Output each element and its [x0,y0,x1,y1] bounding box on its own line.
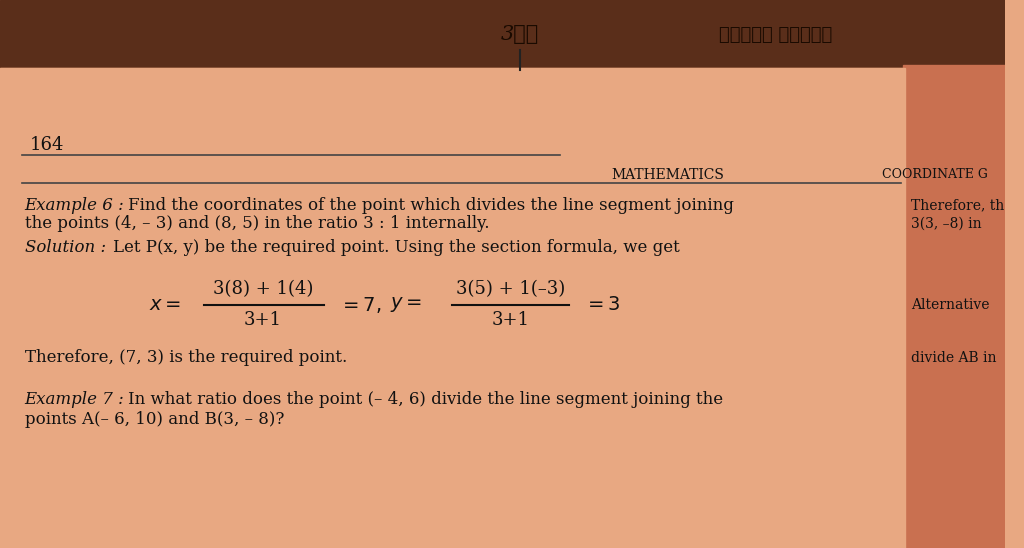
Bar [0,68,905,548]
Text: Example 7 :: Example 7 : [25,391,124,408]
Text: Example 6 :: Example 6 : [25,197,124,214]
Text: $y =$: $y =$ [390,295,422,315]
Text: 3(5) + 1(–3): 3(5) + 1(–3) [456,280,565,298]
Text: MATHEMATICS: MATHEMATICS [611,168,724,182]
Text: 3तर: 3तर [501,26,540,44]
Text: COORDINATE G: COORDINATE G [882,168,987,181]
Text: $= 3$: $= 3$ [584,295,621,315]
Bar [0,68,903,123]
Text: 3(3, –8) in: 3(3, –8) in [911,217,982,231]
Text: the points (4, – 3) and (8, 5) in the ratio 3 : 1 internally.: the points (4, – 3) and (8, 5) in the ra… [25,215,489,232]
Bar [0,0,1006,70]
Text: divide AB in: divide AB in [911,351,996,365]
Text: points A(– 6, 10) and B(3, – 8)?: points A(– 6, 10) and B(3, – 8)? [25,412,284,429]
Text: Alternative: Alternative [911,298,989,312]
Text: 3(8) + 1(4): 3(8) + 1(4) [213,280,313,298]
Text: Therefore, th: Therefore, th [911,198,1005,212]
Text: $x =$: $x =$ [150,295,181,315]
Text: Let P(x, y) be the required point. Using the section formula, we get: Let P(x, y) be the required point. Using… [113,239,680,256]
Text: 164: 164 [30,136,63,154]
Text: Find the coordinates of the point which divides the line segment joining: Find the coordinates of the point which … [128,197,733,214]
Text: 3+1: 3+1 [244,311,282,329]
Text: Solution :: Solution : [25,239,105,256]
Text: Therefore, (7, 3) is the required point.: Therefore, (7, 3) is the required point. [25,350,347,367]
Bar [903,65,1006,548]
Text: सबमा। यमानद: सबमा। यमानद [719,26,833,44]
Text: 3+1: 3+1 [492,311,529,329]
Text: $= 7,$: $= 7,$ [339,295,381,315]
Text: In what ratio does the point (– 4, 6) divide the line segment joining the: In what ratio does the point (– 4, 6) di… [128,391,723,408]
